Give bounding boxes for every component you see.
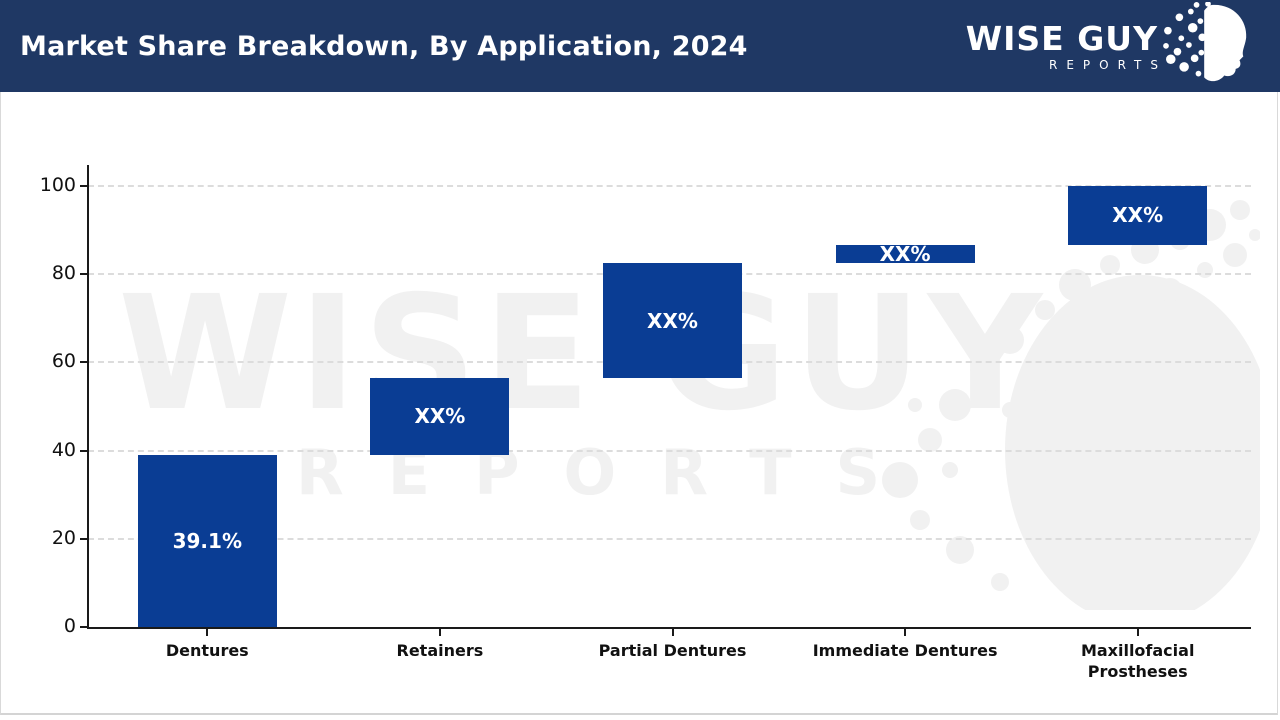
y-tick-label-60: 60	[51, 350, 76, 373]
value-label-retainers: XX%	[414, 404, 466, 429]
gridline-40	[88, 449, 1251, 452]
y-tick-label-40: 40	[51, 438, 76, 461]
category-label-partial-dentures: Partial Dentures	[598, 641, 747, 660]
content-frame	[0, 92, 1278, 715]
brand-name: WISE GUY	[965, 18, 1158, 58]
brand-subname: REPORTS	[1048, 57, 1167, 72]
bar-retainers: XX%	[370, 377, 510, 455]
page-title: Market Share Breakdown, By Application, …	[20, 30, 748, 62]
watermark-wordmark: WISE GUY	[118, 262, 1049, 446]
x-tick-immediate-dentures	[904, 629, 907, 636]
y-tick-label-80: 80	[51, 262, 76, 285]
x-tick-maxillofacial-prostheses	[1136, 629, 1139, 636]
category-label-maxillofacial-prostheses: Maxillofacial Prostheses	[1080, 641, 1195, 681]
gridline-100	[88, 185, 1251, 187]
y-tick-0	[80, 626, 87, 628]
y-tick-80	[80, 273, 87, 276]
y-tick-label-100: 100	[39, 174, 76, 196]
bar-dentures: 39.1%	[137, 454, 277, 627]
value-label-dentures: 39.1%	[172, 528, 242, 553]
x-tick-partial-dentures	[671, 629, 674, 636]
brand-wordmark: WISE GUY REPORTS	[966, 22, 1158, 71]
value-label-immediate-dentures: XX%	[879, 241, 931, 266]
x-axis	[87, 627, 1251, 629]
x-tick-dentures	[206, 629, 209, 636]
category-label-dentures: Dentures	[165, 641, 249, 660]
bar-maxillofacial-prostheses: XX%	[1068, 186, 1208, 245]
y-axis	[87, 165, 89, 629]
value-label-partial-dentures: XX%	[647, 308, 698, 333]
category-label-retainers: Retainers	[396, 641, 484, 660]
category-label-immediate-dentures: Immediate Dentures	[812, 641, 998, 660]
y-tick-60	[80, 361, 87, 364]
y-tick-40	[80, 449, 87, 452]
bar-partial-dentures: XX%	[603, 263, 742, 378]
brand-logo: WISE GUY REPORTS	[966, 1, 1256, 90]
bar-immediate-dentures: XX%	[835, 241, 975, 266]
gridline-20	[88, 537, 1251, 540]
header-bar: Market Share Breakdown, By Application, …	[0, 0, 1280, 92]
y-tick-20	[80, 537, 87, 540]
y-tick-label-0: 0	[63, 615, 76, 637]
y-tick-label-20: 20	[51, 526, 76, 549]
y-tick-100	[80, 185, 87, 187]
wiseguy-face-icon	[1160, 1, 1256, 90]
value-label-maxillofacial-prostheses: XX%	[1112, 203, 1164, 228]
x-tick-retainers	[438, 629, 441, 636]
